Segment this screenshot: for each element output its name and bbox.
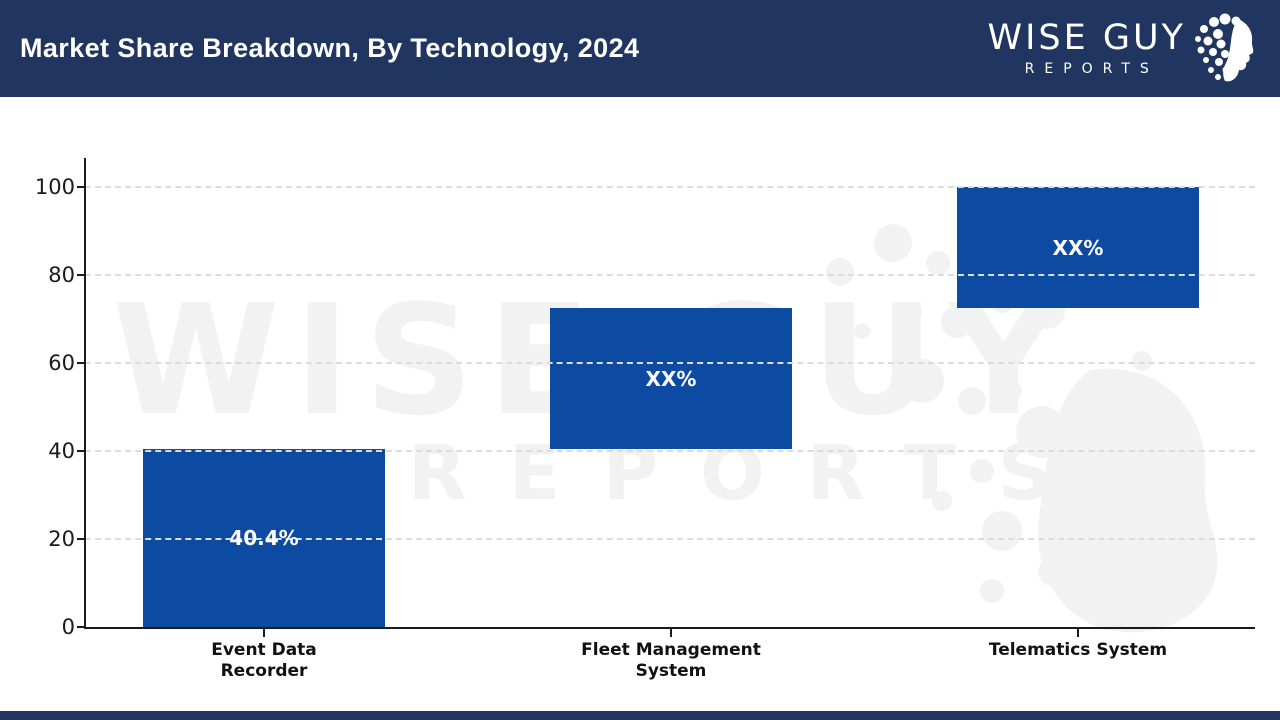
y-tick-label: 0 [61, 615, 75, 639]
bar-segment [550, 308, 792, 450]
bar-value-label: XX% [1052, 235, 1104, 260]
gridline [85, 538, 1255, 540]
bar-segment [957, 187, 1199, 308]
y-tick-mark [77, 186, 85, 188]
y-tick-label: 60 [48, 351, 75, 375]
bar-value-label: 40.4% [229, 526, 299, 551]
y-tick-label: 40 [48, 439, 75, 463]
gridline [85, 186, 1255, 188]
y-tick-mark [77, 626, 85, 628]
x-axis-line [84, 627, 1255, 629]
header-bar: Market Share Breakdown, By Technology, 2… [0, 0, 1280, 97]
page-title: Market Share Breakdown, By Technology, 2… [20, 33, 640, 63]
brand-name: WISE GUY [987, 17, 1186, 58]
x-category-label: Event Data Recorder [211, 640, 317, 682]
gridline [85, 362, 1255, 364]
gridline [85, 274, 1255, 276]
brand-logo-text: WISE GUY REPORTS [987, 17, 1186, 77]
footer-bar [0, 711, 1280, 720]
y-axis-line [84, 158, 86, 628]
x-tick-mark [1077, 629, 1079, 637]
brand-head-icon [1195, 13, 1254, 81]
brand-subname: REPORTS [1024, 60, 1159, 77]
x-category-label: Fleet Management System [581, 640, 761, 682]
x-category-label: Telematics System [988, 640, 1168, 660]
y-tick-mark [77, 450, 85, 452]
y-tick-mark [77, 538, 85, 540]
x-tick-mark [670, 629, 672, 637]
y-tick-mark [77, 274, 85, 276]
y-tick-mark [77, 362, 85, 364]
y-tick-label: 20 [48, 527, 75, 551]
y-tick-label: 80 [48, 263, 75, 287]
x-tick-mark [263, 629, 265, 637]
bar-value-label: XX% [645, 366, 697, 391]
y-tick-label: 100 [34, 175, 75, 199]
gridline [85, 450, 1255, 452]
brand-logo: WISE GUY REPORTS [987, 13, 1280, 85]
